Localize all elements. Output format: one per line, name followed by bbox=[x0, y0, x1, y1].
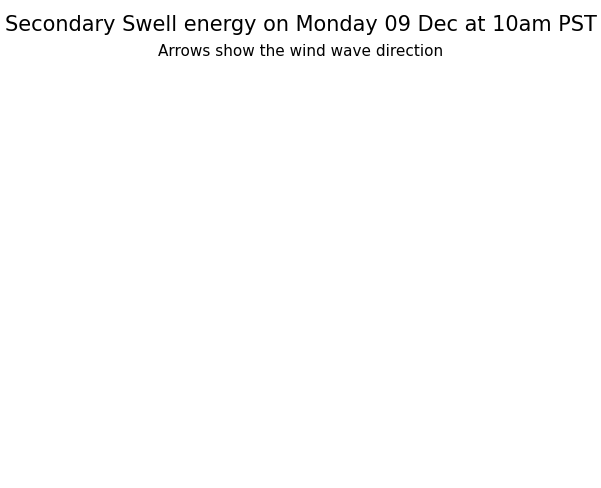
Text: Arrows show the wind wave direction: Arrows show the wind wave direction bbox=[158, 44, 443, 59]
Text: Secondary Swell energy on Monday 09 Dec at 10am PST: Secondary Swell energy on Monday 09 Dec … bbox=[5, 15, 596, 35]
